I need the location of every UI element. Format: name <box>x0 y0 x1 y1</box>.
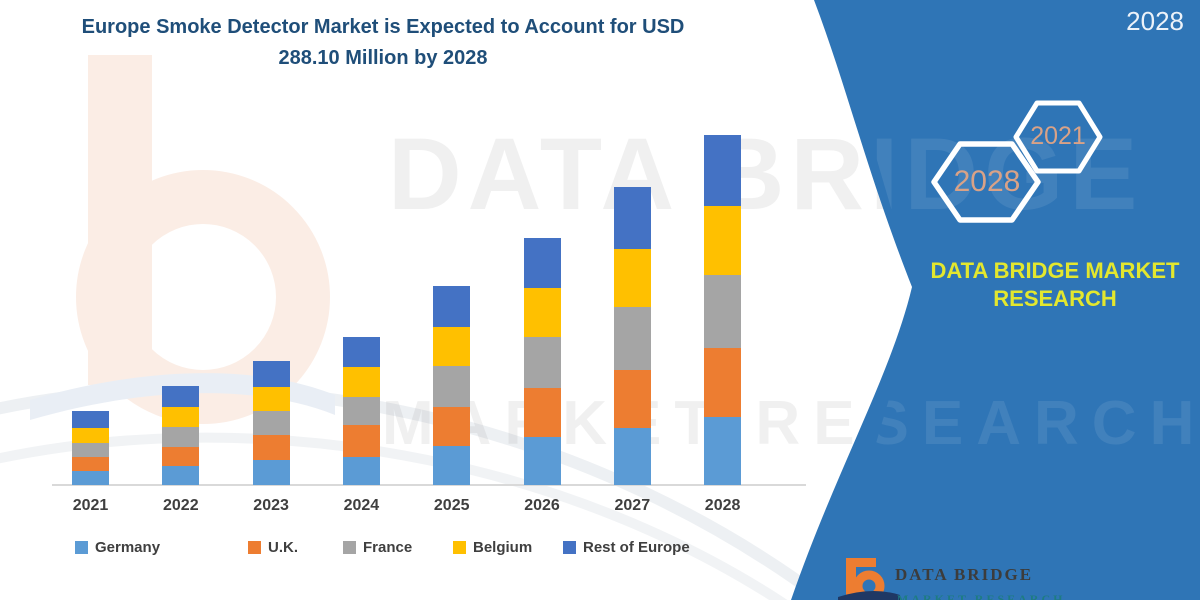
legend-item-france: France <box>343 539 412 556</box>
bar-segment-2021-belgium <box>72 428 109 443</box>
legend-label: Germany <box>95 539 161 556</box>
bar-segment-2028-belgium <box>704 205 742 275</box>
bar-segment-2028-germany <box>704 416 742 485</box>
x-axis-label-2024: 2024 <box>343 497 380 514</box>
hexagon-small-year-label: 2021 <box>1030 122 1086 150</box>
bar-segment-2025-u-k- <box>433 407 471 446</box>
legend-item-germany: Germany <box>75 539 160 556</box>
bar-segment-2021-rest-of-europe <box>72 411 109 429</box>
x-axis-label-2028: 2028 <box>704 497 741 514</box>
x-axis-label-2025: 2025 <box>433 497 470 514</box>
bar-segment-2025-rest-of-europe <box>433 285 471 327</box>
x-axis-label-2027: 2027 <box>614 497 651 514</box>
x-axis-label-2022: 2022 <box>163 497 199 514</box>
bar-segment-2027-u-k- <box>613 370 651 428</box>
legend-swatch-icon <box>343 541 356 554</box>
bar-segment-2027-germany <box>613 428 651 485</box>
bar-segment-2021-france <box>72 442 109 458</box>
bar-segment-2022-france <box>162 426 200 447</box>
bar-segment-2026-u-k- <box>523 388 561 437</box>
bar-segment-2027-rest-of-europe <box>613 187 651 250</box>
bar-segment-2028-u-k- <box>704 347 742 417</box>
hexagon-large-year-label: 2028 <box>953 165 1021 198</box>
brand-name: DATA BRIDGE MARKET RESEARCH <box>912 257 1198 313</box>
legend-label: Rest of Europe <box>583 539 690 556</box>
bar-segment-2026-france <box>523 336 561 389</box>
footer-logo-title: DATA BRIDGE <box>895 565 1034 584</box>
legend-swatch-icon <box>453 541 466 554</box>
footer-logo-b-icon <box>846 558 876 567</box>
bar-segment-2023-germany <box>252 459 290 485</box>
bar-segment-2025-germany <box>433 445 471 485</box>
chart-title-line1: Europe Smoke Detector Market is Expected… <box>81 16 685 38</box>
legend-item-u-k-: U.K. <box>248 539 298 556</box>
x-axis-line <box>52 484 806 486</box>
bar-segment-2025-france <box>433 365 471 408</box>
brand-name-line2: RESEARCH <box>993 286 1117 311</box>
bar-segment-2022-belgium <box>162 406 200 427</box>
bar-segment-2023-france <box>252 410 290 435</box>
chart-title-line2: 288.10 Million by 2028 <box>278 47 488 69</box>
legend-label: U.K. <box>268 539 298 556</box>
bar-segment-2024-u-k- <box>342 424 380 457</box>
chart-title: Europe Smoke Detector Market is Expected… <box>38 12 728 74</box>
legend-swatch-icon <box>248 541 261 554</box>
bar-segment-2026-rest-of-europe <box>523 237 561 288</box>
footer-logo-swoosh-icon <box>838 590 900 600</box>
x-axis-label-2021: 2021 <box>72 497 109 514</box>
watermark-market-research: MARKET RESEARCH <box>382 389 1200 458</box>
bar-segment-2022-rest-of-europe <box>162 385 200 407</box>
bar-segment-2024-germany <box>342 456 380 485</box>
legend-item-rest-of-europe: Rest of Europe <box>563 539 690 556</box>
bar-segment-2022-u-k- <box>162 446 200 466</box>
bar-segment-2024-rest-of-europe <box>342 337 380 367</box>
legend-label: Belgium <box>473 539 533 556</box>
bar-segment-2022-germany <box>162 465 200 485</box>
legend-swatch-icon <box>563 541 576 554</box>
bar-segment-2025-belgium <box>433 326 471 366</box>
bar-segment-2026-germany <box>523 436 561 485</box>
x-axis-label-2026: 2026 <box>524 497 560 514</box>
bar-segment-2028-france <box>704 274 742 348</box>
bar-segment-2023-u-k- <box>252 434 290 460</box>
bar-segment-2026-belgium <box>523 287 561 337</box>
bar-segment-2021-u-k- <box>72 457 109 472</box>
bar-segment-2021-germany <box>72 471 109 485</box>
datab-logo-watermark-stem <box>88 55 152 385</box>
bar-segment-2024-belgium <box>342 366 380 397</box>
legend-label: France <box>363 539 413 556</box>
x-axis-label-2023: 2023 <box>253 497 289 514</box>
bar-segment-2024-france <box>342 396 380 425</box>
corner-year-label: 2028 <box>1126 6 1184 36</box>
bar-segment-2023-belgium <box>252 386 290 411</box>
footer-logo-subtitle: MARKET RESEARCH <box>897 592 1066 600</box>
footer-logo-b-icon <box>853 570 885 600</box>
bar-segment-2023-rest-of-europe <box>252 360 290 387</box>
brand-name-line1: DATA BRIDGE MARKET <box>930 258 1180 283</box>
watermark-market-research: MARKET RESEARCH <box>382 389 1200 458</box>
legend-item-belgium: Belgium <box>453 539 532 556</box>
bar-segment-2027-france <box>613 307 651 371</box>
bar-segment-2028-rest-of-europe <box>704 135 742 206</box>
bar-segment-2027-belgium <box>613 249 651 307</box>
footer-logo-b-icon <box>846 558 856 600</box>
legend-swatch-icon <box>75 541 88 554</box>
